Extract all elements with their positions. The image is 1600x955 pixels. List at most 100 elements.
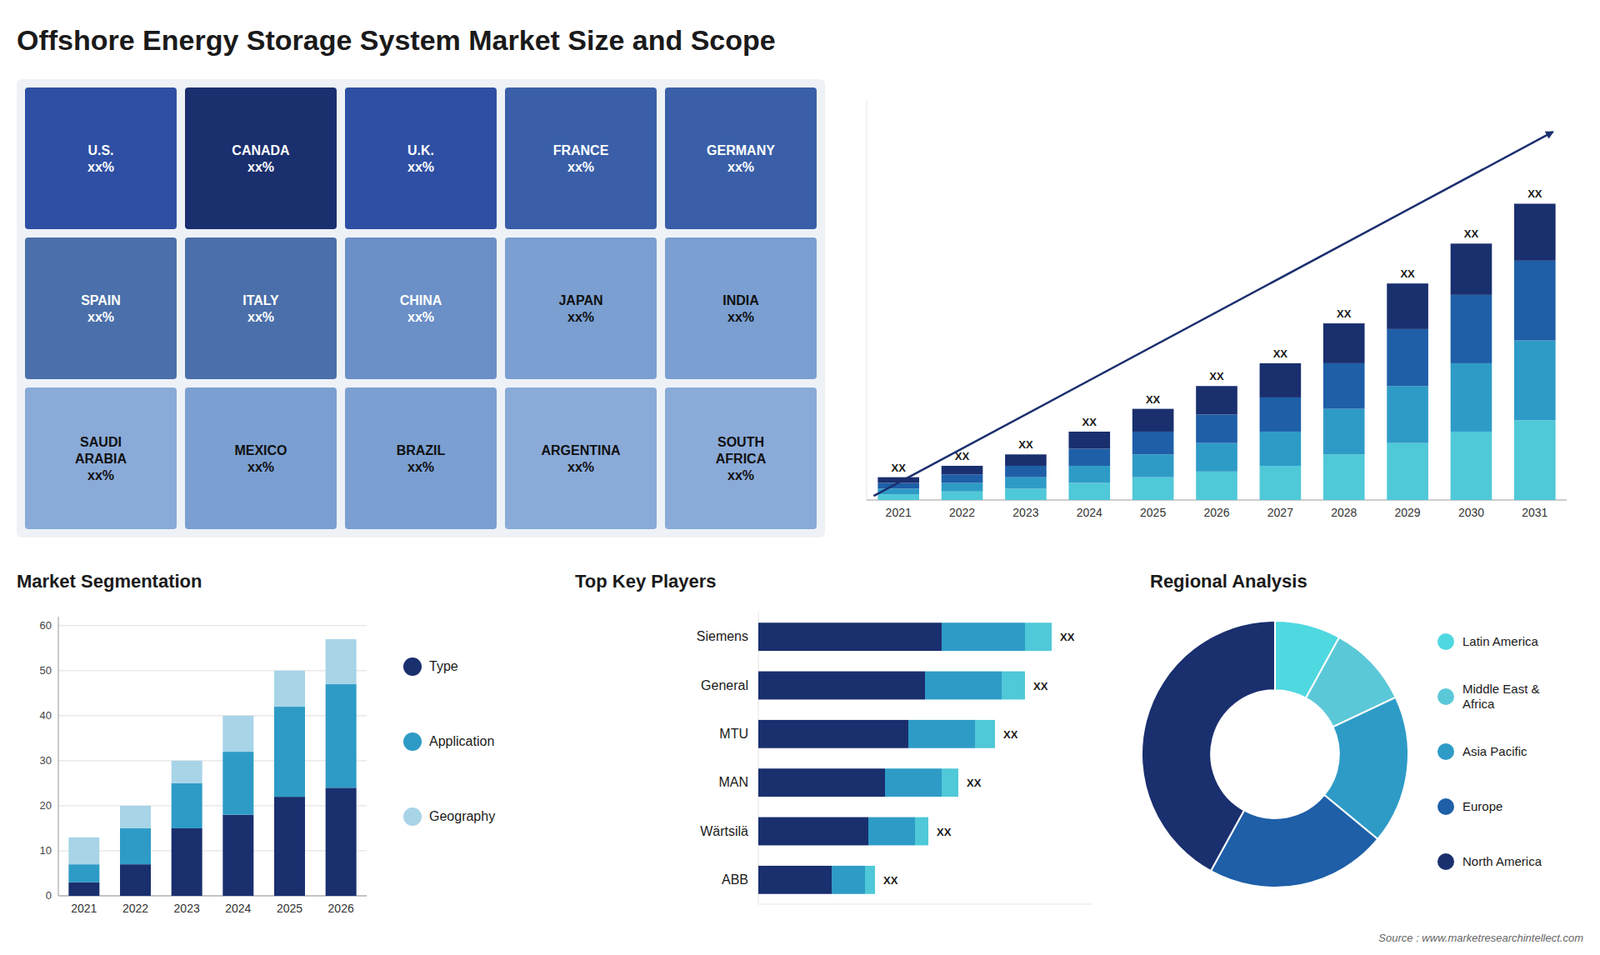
country-tile <box>345 387 497 530</box>
bar-chart: 2021202220232024202520262027202820292030… <box>866 100 1567 520</box>
x-tick-label-line: 2026 <box>1203 505 1230 520</box>
bar-segment <box>325 787 357 896</box>
section-title-line: Market Segmentation <box>16 570 203 592</box>
bar-segment <box>1068 448 1110 466</box>
bar-total-label: XX <box>1336 307 1352 320</box>
country-label-line: xx% <box>727 310 755 325</box>
country-label-line: xx% <box>87 160 115 175</box>
y-tick-label: 10 <box>40 844 52 857</box>
section-title: Top Key Players <box>575 570 717 592</box>
country-label-line: xx% <box>727 160 755 175</box>
bar-segment <box>758 720 909 749</box>
player-name-line: MTU <box>719 726 749 741</box>
x-axis-line <box>758 904 1092 905</box>
player-chart: SiemensXXGeneralXXMTUXXMANXXWärtsiläXXAB… <box>696 612 1092 905</box>
bar-segment <box>1005 488 1047 500</box>
country-tile <box>25 387 177 530</box>
page-title-line: Offshore Energy Storage System Market Si… <box>16 24 776 56</box>
bars <box>68 639 356 896</box>
bar-total-label: XX <box>1273 347 1289 360</box>
bar-segment <box>1323 409 1365 455</box>
map-panel <box>16 79 825 538</box>
legend-marker <box>1437 853 1455 870</box>
legend-label: Latin America <box>1462 634 1540 649</box>
legend-marker <box>1437 633 1455 650</box>
x-tick-label: 2023 <box>1012 505 1039 520</box>
source-note: Source : www.marketresearchintellect.com <box>1378 931 1584 945</box>
bar-segment <box>925 671 1002 700</box>
bar-segment <box>1386 283 1429 330</box>
bar-segment <box>1450 431 1493 500</box>
bar-total-label-line: XX <box>1464 227 1480 240</box>
bar-segment <box>1132 454 1175 477</box>
country-label-line: JAPAN <box>558 293 603 308</box>
x-tick-label-line: 2026 <box>328 901 355 915</box>
x-tick-label-line: 2030 <box>1458 505 1485 520</box>
bar-segment <box>274 796 305 896</box>
bar-segment <box>1195 471 1238 500</box>
country-label-line: INDIA <box>722 293 760 308</box>
bar-total-label: XX <box>1209 370 1225 383</box>
bar-total-label: XX <box>1033 680 1049 693</box>
bar-segment <box>758 671 925 700</box>
bar-segment <box>1450 243 1493 295</box>
legend-label: North America <box>1462 854 1543 869</box>
x-tick-label-line: 2023 <box>1012 505 1039 520</box>
y-tick-label-line: 50 <box>40 664 52 677</box>
country-label-line: xx% <box>247 310 275 325</box>
bar-total-label: XX <box>1082 415 1098 429</box>
bar-segment <box>1323 323 1365 364</box>
x-tick-label: 2024 <box>1076 505 1103 520</box>
bar-total-label: XX <box>1145 393 1161 406</box>
bar-segment <box>941 482 984 491</box>
country-tile <box>505 237 657 380</box>
y-tick-label-line: 40 <box>40 709 52 722</box>
bar-segment <box>975 720 995 749</box>
grid-line <box>58 895 367 897</box>
bar-segment <box>1260 397 1302 432</box>
bar-total-label: XX <box>883 874 899 887</box>
bar-total-label-line: XX <box>1400 267 1415 280</box>
bar-segment <box>908 720 975 749</box>
x-tick-label: 2024 <box>225 901 251 915</box>
bar-segment <box>1323 454 1365 500</box>
x-tick-label-line: 2024 <box>225 901 251 915</box>
bars <box>758 622 1052 895</box>
bar-segment <box>1068 482 1110 500</box>
country-label: U.S.xx% <box>87 143 115 175</box>
bar-segment <box>325 639 357 685</box>
bar-segment <box>1068 465 1110 484</box>
grid-line <box>58 805 367 806</box>
bar-segment <box>868 817 915 846</box>
player-name-line: Siemens <box>696 629 749 644</box>
country-label: JAPANxx% <box>558 293 603 325</box>
legend-label: Middle East &Africa <box>1462 681 1540 711</box>
bar-total-label-line: XX <box>1273 347 1289 360</box>
country-tile <box>665 87 817 230</box>
x-tick-label-line: 2021 <box>885 505 912 520</box>
country-tile <box>185 87 337 230</box>
player-name: Siemens <box>696 629 749 644</box>
legend-marker <box>1437 798 1455 815</box>
bar-segment <box>120 805 151 829</box>
y-axis-line <box>58 616 60 896</box>
country-tile <box>185 387 337 530</box>
country-label-line: FRANCE <box>553 143 610 158</box>
legend-label-line: Type <box>429 659 459 674</box>
bar-total-label: XX <box>1018 438 1034 451</box>
bar-segment <box>865 865 875 895</box>
legend-label: Geography <box>429 809 495 824</box>
bar-segment <box>68 864 100 883</box>
country-label-line: CHINA <box>400 293 443 308</box>
legend-label-line: Africa <box>1462 696 1495 711</box>
bar-total-label-line: XX <box>1145 393 1161 406</box>
section-title-line: Top Key Players <box>575 570 717 592</box>
section-title-line: Regional Analysis <box>1150 570 1308 592</box>
bar-segment <box>941 768 959 797</box>
country-label-line: SOUTH <box>717 435 765 450</box>
bar-segment <box>171 783 203 829</box>
country-label: U.K.xx% <box>407 143 435 175</box>
player-name: MTU <box>719 726 749 741</box>
bar-segment <box>1005 454 1047 466</box>
country-label-line: AFRICA <box>715 451 767 466</box>
